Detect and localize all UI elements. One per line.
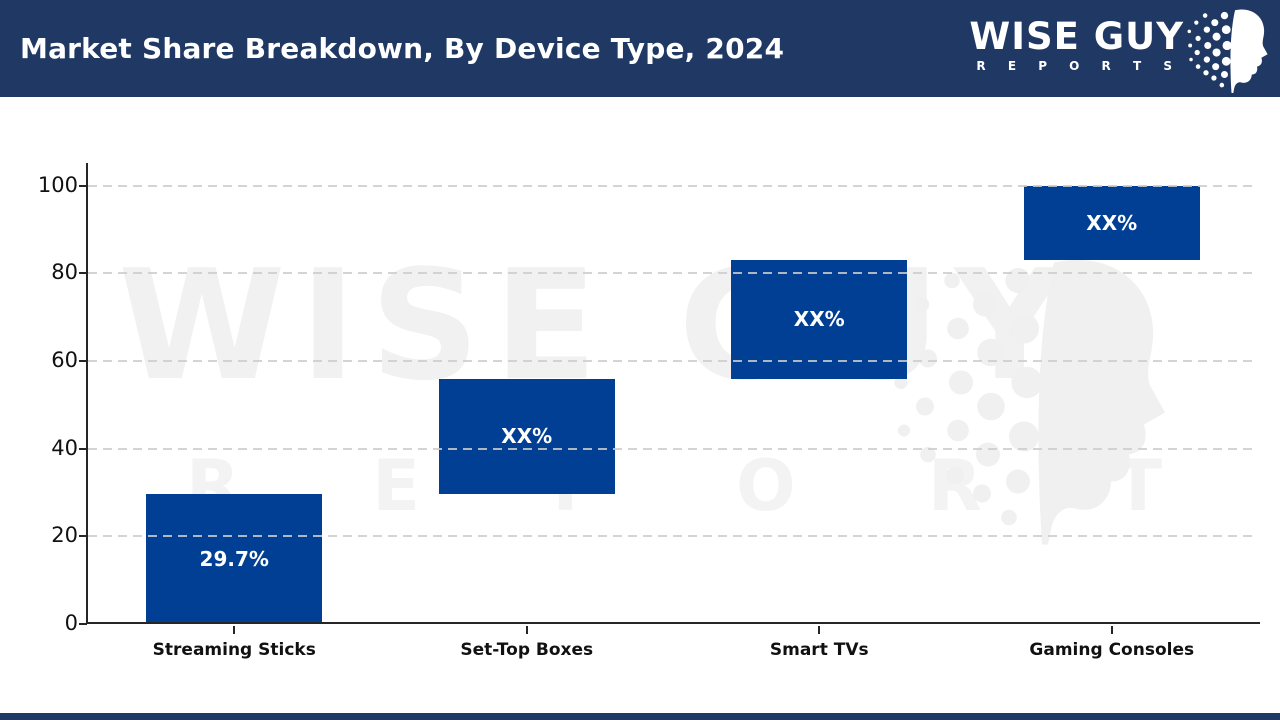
y-tick-mark	[79, 623, 87, 625]
y-tick-label: 80	[51, 260, 78, 285]
y-tick-mark	[79, 447, 87, 450]
waterfall-bar: XX%	[731, 259, 908, 379]
bar-value-label: XX%	[1086, 210, 1138, 235]
gridline	[88, 359, 1258, 362]
x-category-label: Smart TVs	[769, 640, 869, 660]
x-tick-mark	[525, 626, 528, 634]
header-bar: Market Share Breakdown, By Device Type, …	[0, 0, 1280, 97]
gridline	[88, 184, 1258, 187]
y-tick-mark	[79, 359, 87, 362]
bar-value-label: XX%	[501, 424, 553, 449]
waterfall-bar: 29.7%	[146, 493, 323, 624]
y-tick-label: 0	[64, 611, 78, 635]
x-category-label: Set-Top Boxes	[460, 640, 594, 660]
y-tick-label: 100	[37, 172, 78, 197]
x-tick-mark	[1110, 626, 1113, 634]
bar-value-label: XX%	[793, 307, 845, 332]
wise-guy-reports-logo: WISE GUY R E P O R T S	[969, 0, 1272, 97]
gridline	[88, 535, 1258, 538]
y-tick-label: 40	[51, 435, 78, 460]
dotted-face-icon	[1187, 9, 1268, 93]
y-tick-mark	[79, 272, 87, 275]
y-tick-label: 60	[51, 347, 78, 372]
y-tick-label: 20	[51, 523, 78, 548]
page-title: Market Share Breakdown, By Device Type, …	[20, 32, 785, 65]
y-tick-mark	[79, 535, 87, 538]
x-axis-line	[86, 622, 1260, 624]
waterfall-bar: XX%	[1023, 185, 1200, 260]
x-tick-mark	[818, 626, 821, 634]
y-tick-mark	[79, 184, 87, 187]
x-category-label: Streaming Sticks	[152, 640, 316, 660]
x-category-label: Gaming Consoles	[1029, 640, 1195, 660]
bar-value-label: 29.7%	[199, 546, 269, 571]
footer-bar	[0, 713, 1280, 720]
watermark-dotted-face-icon	[892, 259, 1165, 545]
chart-plot-area: WISE GUY R E P O R T S 0 20 40 60 80 100 29.7%…	[0, 97, 1280, 713]
x-tick-mark	[233, 626, 236, 634]
logo-text: WISE GUY R E P O R T S	[969, 15, 1184, 73]
logo-subtitle: R E P O R T S	[976, 58, 1181, 73]
gridline	[88, 272, 1258, 275]
waterfall-bar: XX%	[438, 378, 615, 494]
gridline	[88, 447, 1258, 450]
y-axis-line	[86, 163, 88, 624]
logo-wordmark: WISE GUY	[969, 15, 1184, 58]
